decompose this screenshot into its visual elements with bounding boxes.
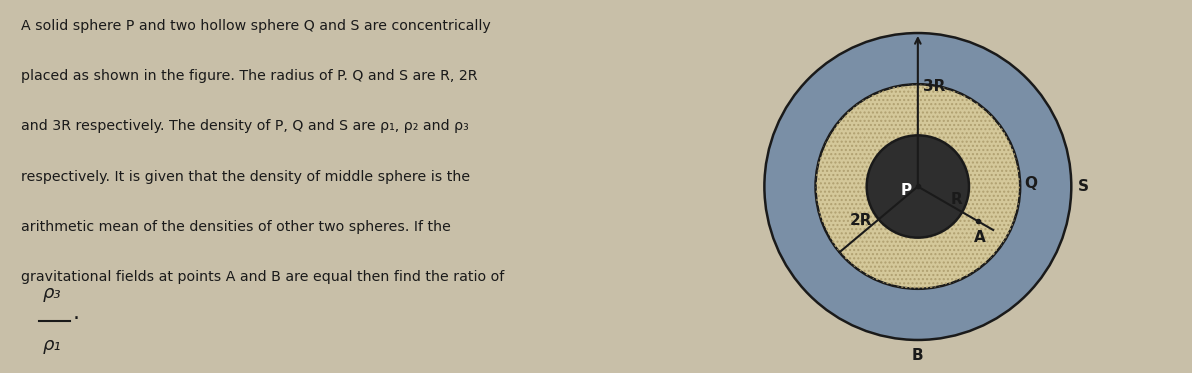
Text: A solid sphere P and two hollow sphere Q and S are concentrically: A solid sphere P and two hollow sphere Q… <box>21 19 491 33</box>
Text: A: A <box>974 230 986 245</box>
Text: .: . <box>73 303 80 323</box>
Text: placed as shown in the figure. The radius of P. Q and S are R, 2R: placed as shown in the figure. The radiu… <box>21 69 478 83</box>
Text: respectively. It is given that the density of middle sphere is the: respectively. It is given that the densi… <box>21 170 471 184</box>
Text: P: P <box>901 183 912 198</box>
Text: ρ₃: ρ₃ <box>43 284 62 302</box>
Text: and 3R respectively. The density of P, Q and S are ρ₁, ρ₂ and ρ₃: and 3R respectively. The density of P, Q… <box>21 119 470 134</box>
Text: R: R <box>951 191 962 207</box>
Text: 3R: 3R <box>923 79 945 94</box>
Circle shape <box>815 84 1020 289</box>
Text: gravitational fields at points A and B are equal then find the ratio of: gravitational fields at points A and B a… <box>21 270 504 285</box>
Text: arithmetic mean of the densities of other two spheres. If the: arithmetic mean of the densities of othe… <box>21 220 452 234</box>
Circle shape <box>764 33 1072 340</box>
Text: S: S <box>1078 179 1088 194</box>
Circle shape <box>867 135 969 238</box>
Text: ρ₁: ρ₁ <box>43 336 62 354</box>
Text: B: B <box>912 348 924 363</box>
Text: Q: Q <box>1024 176 1037 191</box>
Text: 2R: 2R <box>850 213 873 228</box>
